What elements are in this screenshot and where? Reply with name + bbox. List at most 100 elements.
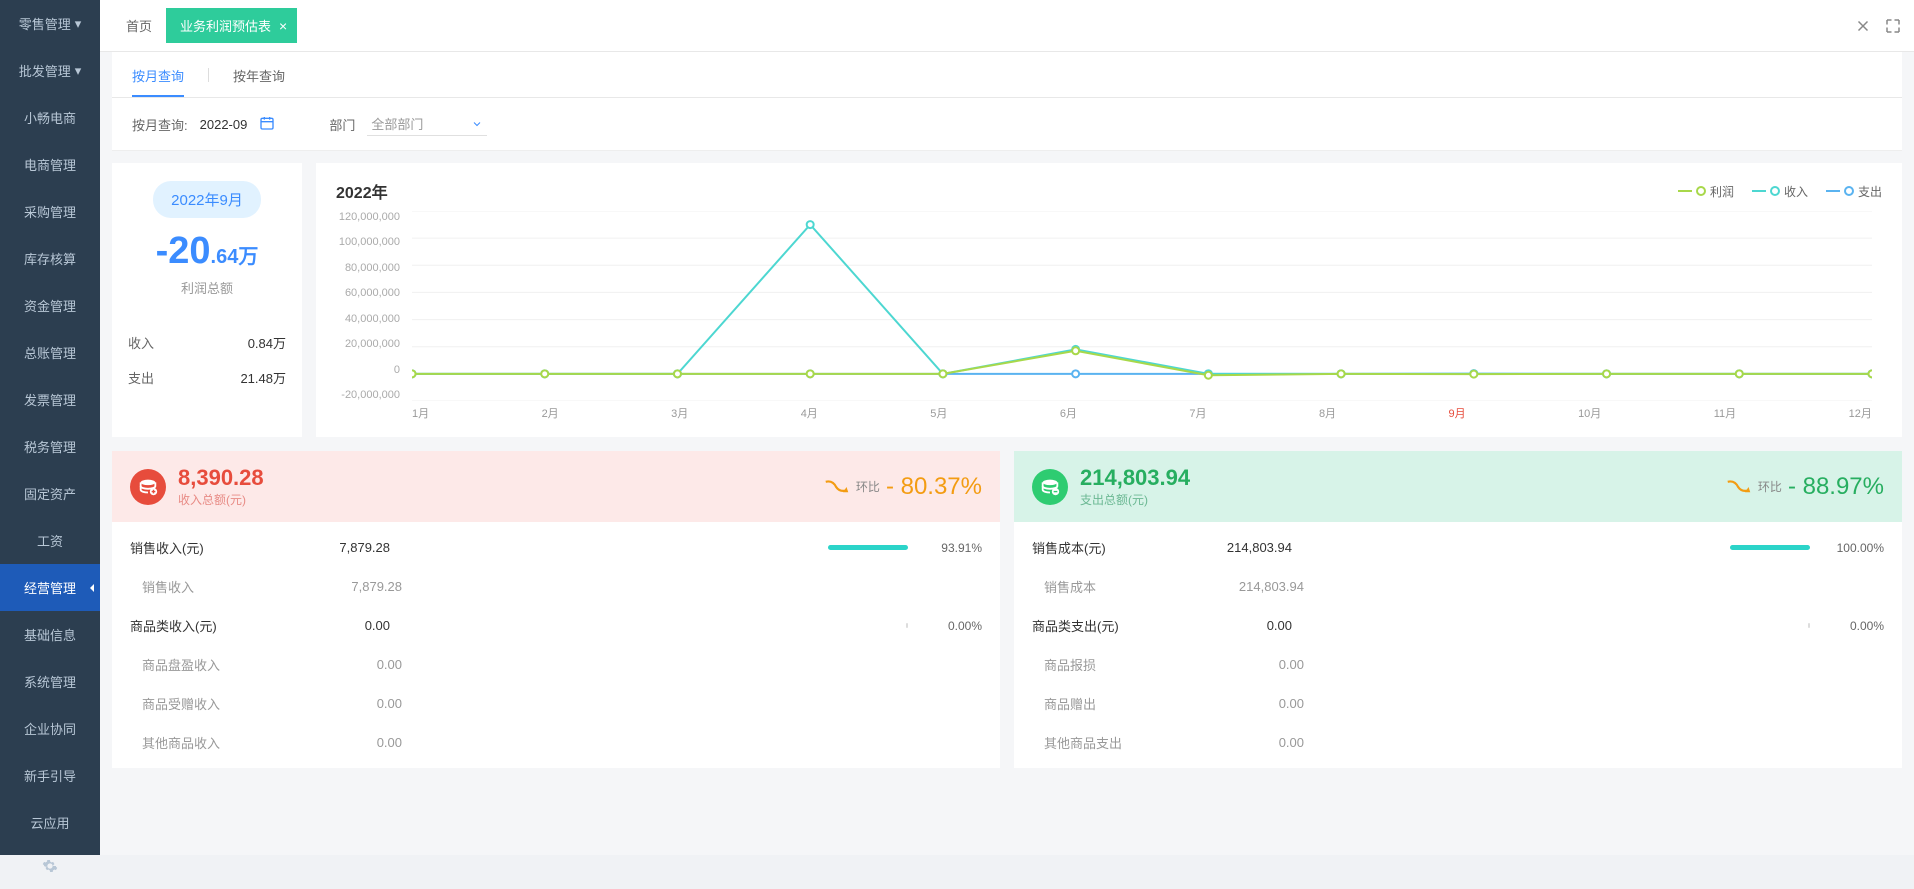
sidebar-item-6[interactable]: 资金管理 xyxy=(0,282,100,329)
row-value: 0.00 xyxy=(282,657,402,672)
income-sublabel: 收入总额(元) xyxy=(178,491,264,508)
income-icon xyxy=(130,469,166,505)
query-tab-month[interactable]: 按月查询 xyxy=(132,66,184,97)
sidebar-label: 云应用 xyxy=(30,813,69,832)
x-tick: 12月 xyxy=(1849,405,1872,421)
expense-panel: 214,803.94 支出总额(元) 环比 - 88.97% 销售成本(元)21… xyxy=(1014,451,1902,768)
filter-bar: 按月查询: 2022-09 部门 全部部门 xyxy=(112,98,1902,151)
sidebar-item-5[interactable]: 库存核算 xyxy=(0,235,100,282)
x-tick: 11月 xyxy=(1714,405,1736,421)
row-value: 0.00 xyxy=(282,696,402,711)
sidebar-settings[interactable] xyxy=(0,846,100,889)
month-filter-label: 按月查询: xyxy=(132,115,188,134)
y-tick: 60,000,000 xyxy=(336,287,400,299)
close-all-icon[interactable] xyxy=(1854,17,1872,35)
chart-plot: 120,000,000100,000,00080,000,00060,000,0… xyxy=(336,211,1882,421)
x-tick: 1月 xyxy=(412,405,429,421)
sidebar-item-12[interactable]: 经营管理 xyxy=(0,564,100,611)
content-scroll[interactable]: 2022年9月 -20.64万 利润总额 收入 0.84万 支出 21.48万 xyxy=(100,151,1914,855)
x-tick: 10月 xyxy=(1578,405,1601,421)
x-tick: 2月 xyxy=(542,405,559,421)
row-label: 商品赠出 xyxy=(1044,694,1184,713)
gear-icon xyxy=(42,858,58,874)
row-value: 0.00 xyxy=(1184,696,1304,711)
data-row: 商品报损0.00 xyxy=(1014,645,1902,684)
sidebar: 零售管理▾批发管理▾ 小畅电商电商管理采购管理库存核算资金管理总账管理发票管理税务… xyxy=(0,0,100,855)
data-row: 商品赠出0.00 xyxy=(1014,684,1902,723)
chevron-down-icon: ▾ xyxy=(75,63,82,79)
tab-home[interactable]: 首页 xyxy=(112,10,166,41)
close-icon[interactable]: × xyxy=(279,18,287,34)
summary-income-row: 收入 0.84万 xyxy=(128,325,286,360)
sidebar-item-16[interactable]: 新手引导 xyxy=(0,752,100,799)
y-tick: 100,000,000 xyxy=(336,236,400,248)
legend-item-income[interactable]: 收入 xyxy=(1752,183,1808,200)
x-tick: 6月 xyxy=(1060,405,1077,421)
sidebar-item-9[interactable]: 税务管理 xyxy=(0,423,100,470)
sidebar-label: 新手引导 xyxy=(24,766,76,785)
sidebar-item-14[interactable]: 系统管理 xyxy=(0,658,100,705)
sidebar-label: 发票管理 xyxy=(24,390,76,409)
row-value: 0.00 xyxy=(1184,657,1304,672)
calendar-icon[interactable] xyxy=(259,115,275,134)
sidebar-item-0[interactable]: 零售管理▾ xyxy=(0,0,100,47)
row-label: 其他商品收入 xyxy=(142,733,282,752)
sidebar-label: 工资 xyxy=(37,531,63,550)
trend-down-icon xyxy=(824,477,850,497)
sidebar-item-4[interactable]: 采购管理 xyxy=(0,188,100,235)
sidebar-label: 企业协同 xyxy=(24,719,76,738)
data-row: 其他商品支出0.00 xyxy=(1014,723,1902,762)
fullscreen-icon[interactable] xyxy=(1884,17,1902,35)
expense-header: 214,803.94 支出总额(元) 环比 - 88.97% xyxy=(1014,451,1902,522)
sidebar-label: 经营管理 xyxy=(24,578,76,597)
sidebar-item-13[interactable]: 基础信息 xyxy=(0,611,100,658)
x-tick: 4月 xyxy=(801,405,818,421)
x-tick: 3月 xyxy=(671,405,688,421)
x-tick: 5月 xyxy=(930,405,947,421)
y-tick: 0 xyxy=(336,364,400,376)
data-row: 销售收入7,879.28 xyxy=(112,567,1000,606)
row-label: 销售收入(元) xyxy=(130,538,270,557)
divider xyxy=(208,68,209,82)
sidebar-item-7[interactable]: 总账管理 xyxy=(0,329,100,376)
sidebar-item-2[interactable]: 小畅电商 xyxy=(0,94,100,141)
progress-bar xyxy=(906,623,908,628)
sidebar-item-3[interactable]: 电商管理 xyxy=(0,141,100,188)
y-tick: 40,000,000 xyxy=(336,313,400,325)
tab-profit-estimate[interactable]: 业务利润预估表 × xyxy=(166,8,297,43)
sidebar-label: 采购管理 xyxy=(24,202,76,221)
query-tab-year[interactable]: 按年查询 xyxy=(233,66,285,97)
income-value: 0.84万 xyxy=(248,333,286,352)
legend-label: 收入 xyxy=(1784,183,1808,200)
row-value: 0.00 xyxy=(270,618,390,633)
row-value: 7,879.28 xyxy=(282,579,402,594)
expense-icon xyxy=(1032,469,1068,505)
legend-label: 支出 xyxy=(1858,183,1882,200)
main-area: 首页 业务利润预估表 × 按月查询 按年查询 按月查询: 2022-09 部门 xyxy=(100,0,1914,855)
data-row: 销售成本214,803.94 xyxy=(1014,567,1902,606)
sidebar-item-1[interactable]: 批发管理▾ xyxy=(0,47,100,94)
dept-select[interactable]: 全部部门 xyxy=(367,112,487,136)
sidebar-item-8[interactable]: 发票管理 xyxy=(0,376,100,423)
data-row: 商品盘盈收入0.00 xyxy=(112,645,1000,684)
sidebar-item-11[interactable]: 工资 xyxy=(0,517,100,564)
sidebar-item-10[interactable]: 固定资产 xyxy=(0,470,100,517)
row-value: 0.00 xyxy=(282,735,402,750)
chart-title: 2022年 xyxy=(336,179,388,203)
expense-value: 21.48万 xyxy=(240,368,286,387)
sidebar-item-17[interactable]: 云应用 xyxy=(0,799,100,846)
income-delta-label: 环比 xyxy=(856,478,880,495)
row-label: 商品类收入(元) xyxy=(130,616,270,635)
progress-bar xyxy=(828,545,908,550)
sidebar-label: 小畅电商 xyxy=(24,108,76,127)
month-filter-value[interactable]: 2022-09 xyxy=(200,117,248,132)
dept-value: 全部部门 xyxy=(371,114,423,133)
expense-label: 支出 xyxy=(128,368,154,387)
legend-label: 利润 xyxy=(1710,183,1734,200)
row-value: 0.00 xyxy=(1172,618,1292,633)
sidebar-item-15[interactable]: 企业协同 xyxy=(0,705,100,752)
row-label: 其他商品支出 xyxy=(1044,733,1184,752)
dept-filter-label: 部门 xyxy=(329,115,355,134)
legend-item-profit[interactable]: 利润 xyxy=(1678,183,1734,200)
legend-item-expense[interactable]: 支出 xyxy=(1826,183,1882,200)
